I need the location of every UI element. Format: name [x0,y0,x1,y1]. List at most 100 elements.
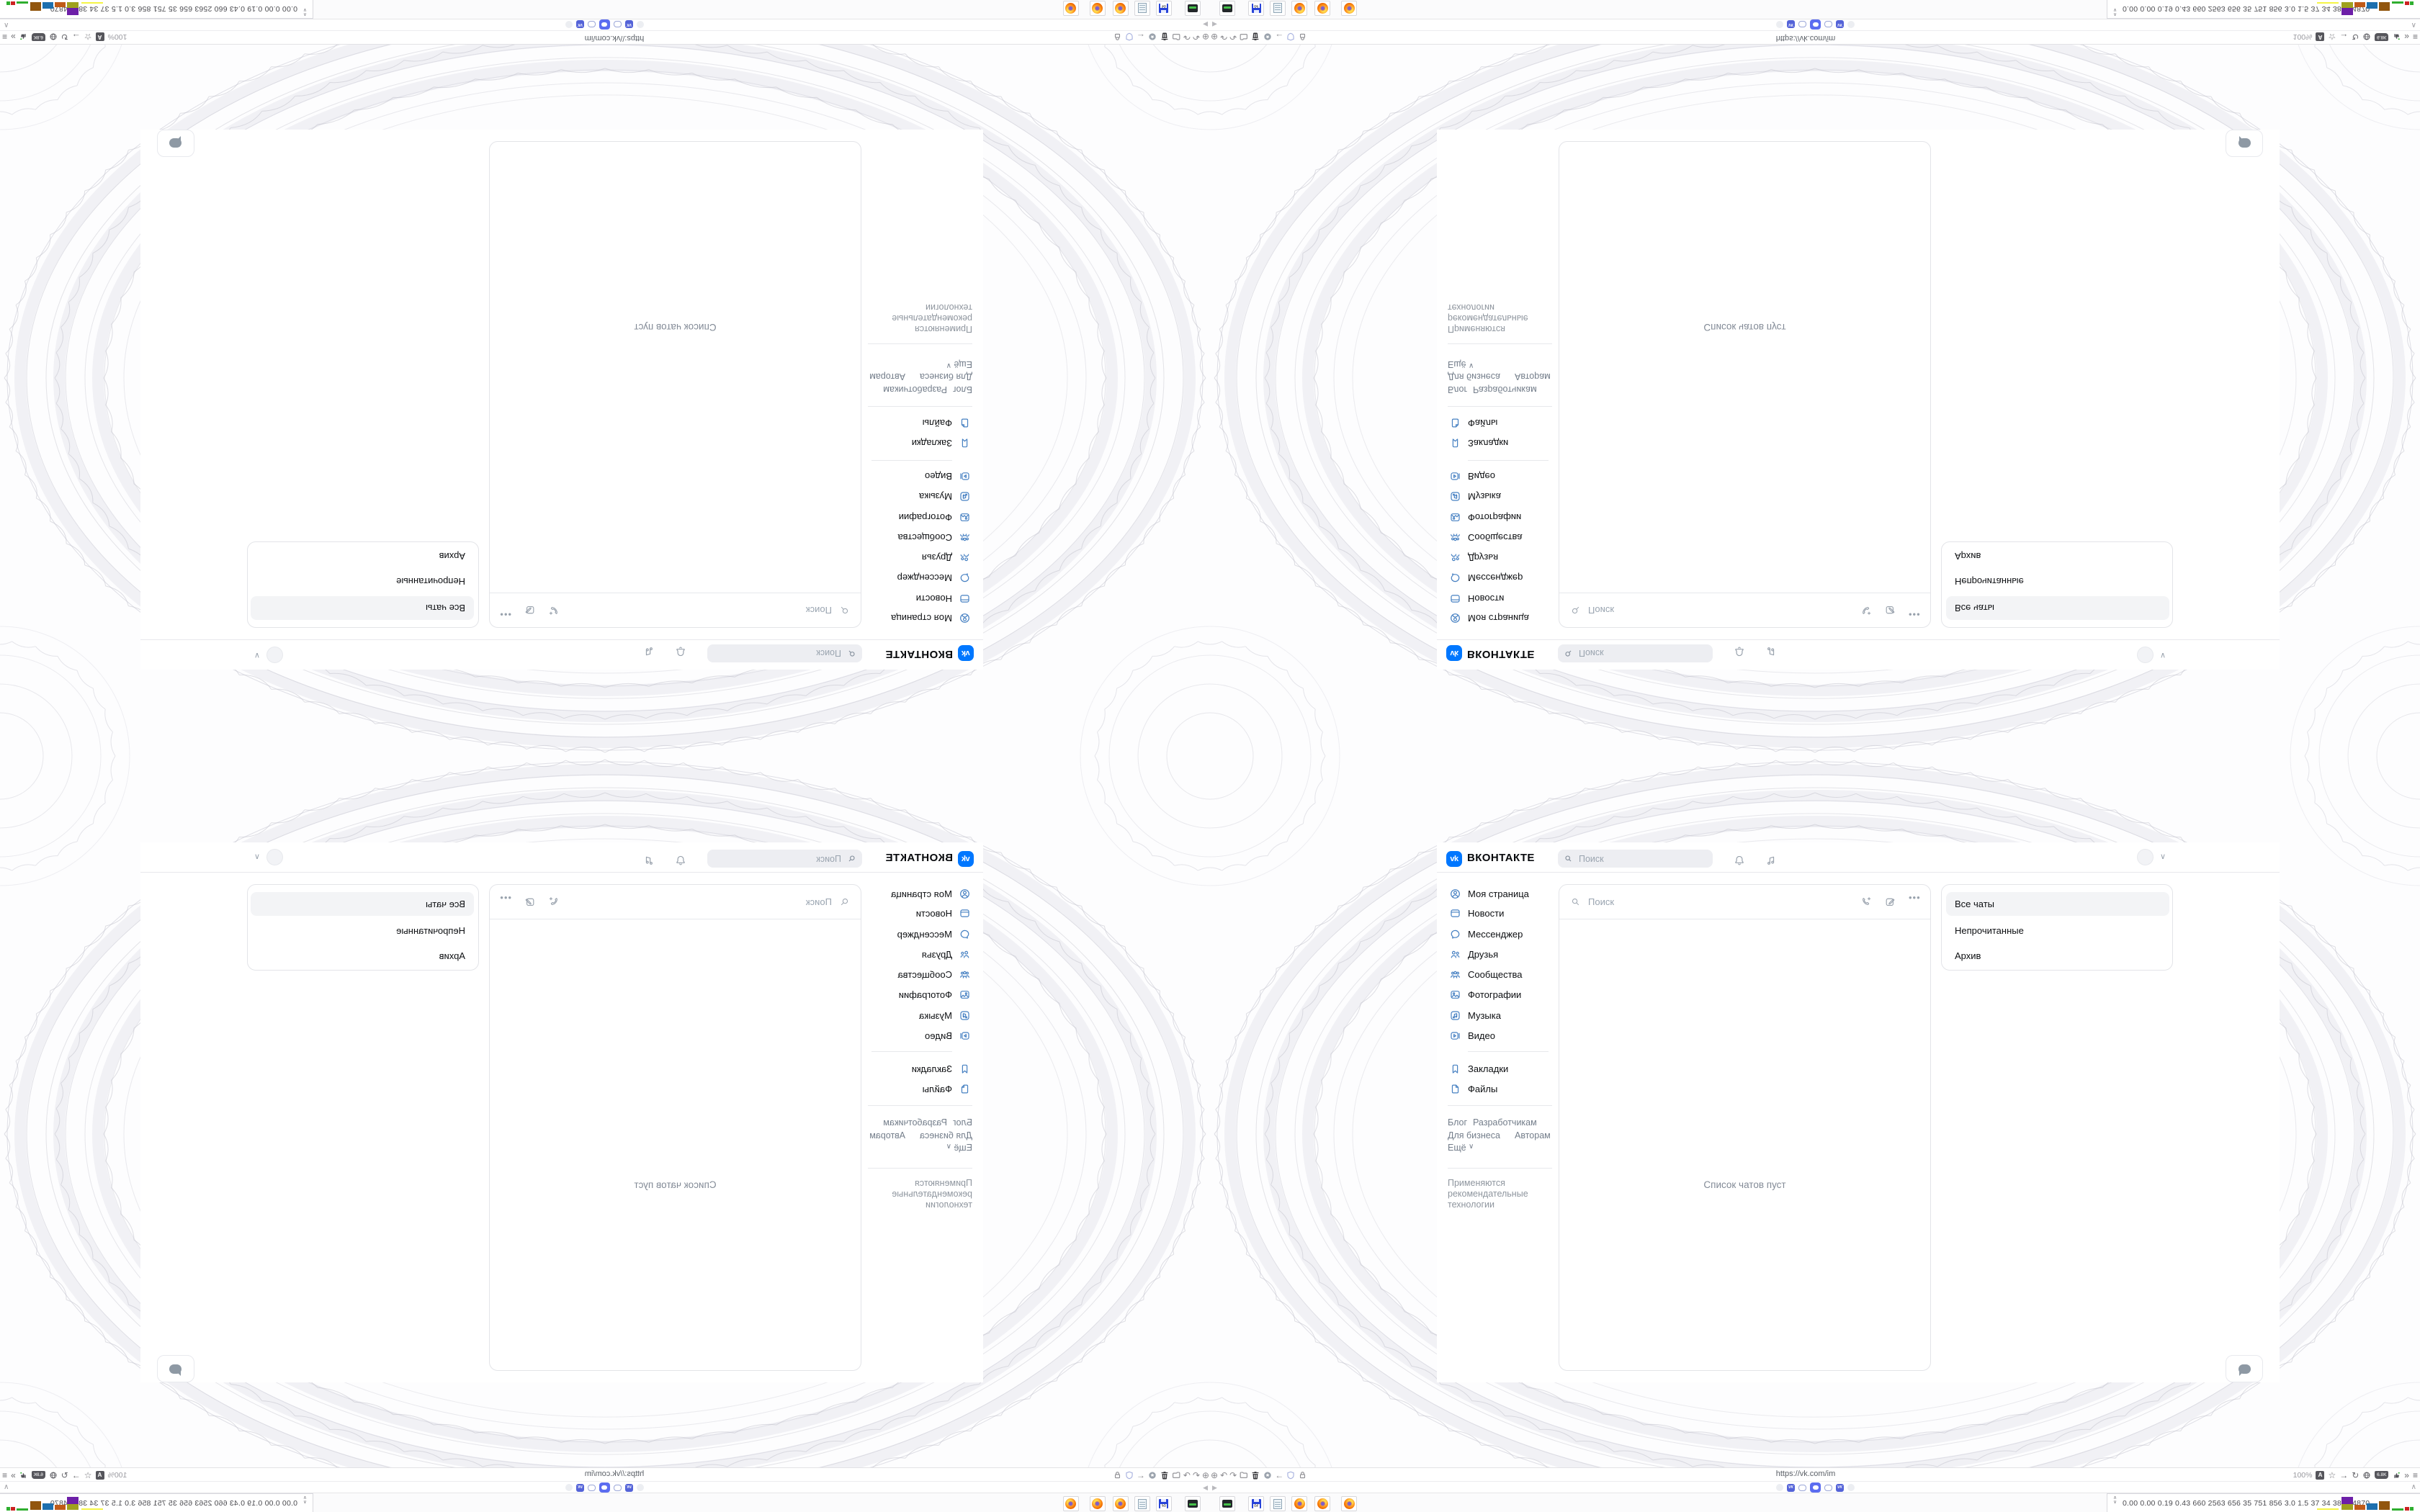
tab-vk[interactable]: VK [625,20,633,29]
sidebar-item-bookmarks[interactable]: Закладки [912,433,976,454]
footer-link-more[interactable]: Ещё [1448,359,1466,369]
sidebar-item-friends[interactable]: Друзья [1444,944,1498,964]
footer-link-more[interactable]: Ещё [954,359,972,369]
taskbar-firefox-button[interactable] [1291,1496,1307,1511]
tab-scroll-icon[interactable]: ▶ [1212,21,1217,28]
sidebar-item-news[interactable]: Новости [1444,589,1504,609]
undo-icon[interactable]: ↶ [1192,32,1200,42]
more-chevrons-icon[interactable]: » [11,32,16,42]
new-call-icon[interactable] [1860,896,1873,908]
taskbar-system-monitor-button[interactable] [1219,1496,1235,1511]
sidebar-item-files[interactable]: Файлы [1444,1079,1497,1099]
forward-arrow-icon[interactable]: → [2339,1470,2349,1480]
profile-chevron-down-icon[interactable]: ∨ [254,852,260,861]
sidebar-item-messenger[interactable]: Мессенджер [1444,568,1523,588]
tab-vk[interactable]: VK [1836,1483,1844,1492]
sidebar-item-files[interactable]: Файлы [923,1079,976,1099]
music-note-icon[interactable] [642,645,655,658]
tab-chat[interactable] [1798,21,1806,28]
more-options-icon[interactable]: ••• [499,892,511,903]
bookmark-star-icon[interactable]: ☆ [2328,32,2336,42]
taskbar-firefox-button[interactable] [1314,1,1330,16]
more-chevrons-icon[interactable]: » [2404,32,2409,42]
more-options-icon[interactable]: ••• [499,609,511,620]
folder-archive[interactable]: Архив [251,544,474,568]
more-chevrons-icon[interactable]: » [11,1470,16,1480]
footer-link-authors[interactable]: Авторам [869,372,905,382]
sidebar-item-photos[interactable]: Фотографии [1444,984,1521,1004]
taskbar-firefox-button[interactable] [1314,1496,1330,1511]
vk-wordmark[interactable]: ВКОНТАКТЕ [885,648,953,660]
thumb-up-icon[interactable] [2392,1471,2401,1480]
support-chat-button[interactable] [2226,1355,2263,1382]
profile-avatar[interactable] [266,849,283,865]
sidebar-item-bookmarks[interactable]: Закладки [1444,1058,1508,1079]
sidebar-item-my-page[interactable]: Моя страница [1444,883,1529,904]
profile-chevron-down-icon[interactable]: ∨ [2160,651,2166,660]
footer-link-business[interactable]: Для бизнеса [920,372,972,382]
more-chevrons-icon[interactable]: » [2404,1470,2409,1480]
profile-chevron-down-icon[interactable]: ∨ [2160,852,2166,861]
address-url[interactable]: https://vk.com/im [1775,34,1836,42]
menu-icon[interactable]: ≡ [2412,32,2418,42]
taskbar-firefox-button[interactable] [1090,1,1106,16]
more-options-icon[interactable]: ••• [1909,609,1921,620]
cart-badge[interactable]: 6.8K [31,1471,45,1479]
tab-scroll-icon[interactable]: ▶ [1203,21,1208,28]
bookmark-star-icon[interactable]: ☆ [2328,1470,2336,1480]
globe-icon[interactable]: ⊕ [1211,1470,1219,1480]
reload-icon[interactable]: ↻ [60,1470,68,1480]
footer-link-authors[interactable]: Авторам [869,1130,905,1140]
tab-chat[interactable] [1798,1484,1806,1491]
tab-chat[interactable] [588,1484,596,1491]
globe-icon[interactable] [49,33,58,42]
global-search[interactable] [1558,644,1713,662]
support-chat-button[interactable] [2226,130,2263,157]
notifications-bell-icon[interactable] [674,854,687,867]
globe-icon[interactable]: ⊕ [1201,32,1209,42]
tab-vk[interactable]: VK [576,1483,584,1492]
vk-logo-icon[interactable]: vk [958,645,974,661]
redo-icon[interactable]: ↷ [1183,1470,1191,1480]
chat-search-input[interactable] [1587,896,1755,908]
forward-arrow-icon[interactable]: → [71,32,81,42]
footer-link-blog[interactable]: Блог [1448,1117,1468,1128]
lock-icon[interactable] [1113,1470,1122,1480]
undo-icon[interactable]: ↶ [1192,1470,1200,1480]
sidebar-item-music[interactable]: Музыка [919,1005,976,1025]
shield-icon[interactable] [1124,1470,1134,1480]
vk-wordmark[interactable]: ВКОНТАКТЕ [1467,852,1535,864]
sidebar-item-friends[interactable]: Друзья [922,944,976,964]
chat-search-input[interactable] [665,896,833,908]
tab-active-messenger[interactable] [1810,19,1821,30]
footer-link-authors[interactable]: Авторам [1515,372,1551,382]
folder-archive[interactable]: Архив [251,944,474,968]
vk-wordmark[interactable]: ВКОНТАКТЕ [1467,648,1535,660]
new-call-icon[interactable] [547,896,560,908]
menu-icon[interactable]: ≡ [2412,1470,2418,1480]
trash-icon[interactable] [1160,1470,1170,1480]
sidebar-item-bookmarks[interactable]: Закладки [912,1058,976,1079]
footer-link-business[interactable]: Для бизнеса [920,1130,972,1140]
vk-logo-icon[interactable]: vk [1446,645,1462,661]
footer-link-more[interactable]: Ещё [954,1143,972,1153]
taskbar-save-button[interactable] [1248,1,1264,16]
address-url[interactable]: https://vk.com/im [584,1470,645,1478]
sidebar-item-friends[interactable]: Друзья [1444,548,1498,568]
thumb-up-icon[interactable] [19,1471,28,1480]
taskbar-system-monitor-button[interactable] [1219,1,1235,16]
redo-icon[interactable]: ↷ [1229,1470,1237,1480]
folder-all-chats[interactable]: Все чаты [1946,596,2169,620]
folder-unread[interactable]: Непрочитанные [1946,919,2169,942]
sidebar-item-photos[interactable]: Фотографии [899,508,976,528]
collapse-chevrons-icon[interactable]: ∧ ∨ [302,1495,307,1505]
tab-blank[interactable] [637,1484,644,1491]
tab-active-messenger[interactable] [599,19,610,30]
footer-link-blog[interactable]: Блог [952,384,972,395]
globe-icon[interactable] [49,1471,58,1480]
sidebar-item-news[interactable]: Новости [916,589,976,609]
sidebar-item-video[interactable]: Видео [925,1025,976,1045]
folder-icon[interactable] [1172,1470,1181,1480]
forward-arrow-icon[interactable]: → [2339,32,2349,42]
reload-icon[interactable]: ↻ [2352,32,2360,42]
